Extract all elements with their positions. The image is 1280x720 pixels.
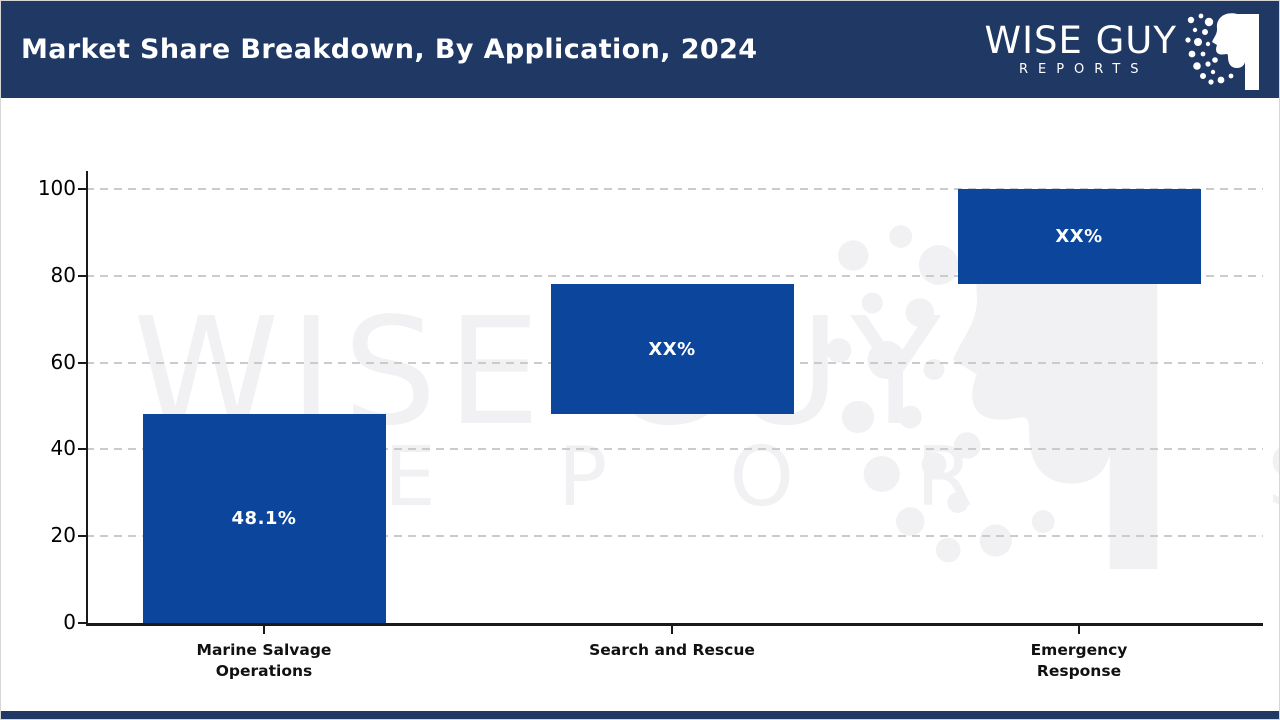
y-axis-tick (78, 188, 86, 190)
bar-value-label: XX% (648, 338, 696, 360)
page-title: Market Share Breakdown, By Application, … (21, 34, 758, 65)
logo-subtitle: REPORTS (1018, 62, 1149, 77)
gridline (86, 448, 1263, 451)
y-axis-tick (78, 274, 86, 277)
bar-segment: XX% (957, 189, 1201, 285)
wiseguy-face-icon (1185, 12, 1259, 90)
bar-segment: 48.1% (142, 414, 386, 623)
x-axis-category-label: Emergency Response (1030, 641, 1128, 680)
y-axis-tick-label: 20 (50, 523, 76, 548)
wiseguy-logo-text: WISE GUY REPORTS (985, 22, 1177, 77)
bar-value-label: 48.1% (231, 508, 297, 530)
logo-wordmark: WISE GUY (984, 19, 1177, 62)
y-axis-tick (78, 622, 86, 624)
y-axis-tick (78, 448, 86, 451)
x-axis-category-label: Search and Rescue (589, 641, 755, 659)
y-axis-tick-label: 40 (50, 436, 76, 461)
y-axis-tick-label: 100 (37, 176, 76, 200)
gridline (86, 535, 1263, 538)
footer-bar (1, 711, 1279, 719)
y-axis-tick (78, 361, 86, 364)
y-axis-tick-label: 60 (50, 349, 76, 374)
x-axis-tick (1078, 626, 1080, 634)
y-axis-tick (78, 535, 86, 538)
y-axis-tick-label: 0 (63, 610, 76, 634)
gridline (86, 274, 1263, 277)
y-axis-line (86, 171, 88, 623)
x-axis-tick (263, 626, 265, 634)
y-axis-tick-label: 80 (50, 262, 76, 287)
x-axis-tick (671, 626, 673, 634)
bar-value-label: XX% (1055, 226, 1103, 248)
x-axis-category-label: Marine Salvage Operations (196, 641, 332, 680)
wiseguy-logo: WISE GUY REPORTS (985, 10, 1259, 90)
x-axis-line (86, 623, 1263, 626)
bar-segment: XX% (550, 284, 794, 415)
gridline (86, 188, 1263, 190)
header-bar: Market Share Breakdown, By Application, … (1, 1, 1279, 98)
chart-area: WISE GUY R E P O R T S 0 20 40 60 80 100 48.1%… (1, 98, 1279, 711)
